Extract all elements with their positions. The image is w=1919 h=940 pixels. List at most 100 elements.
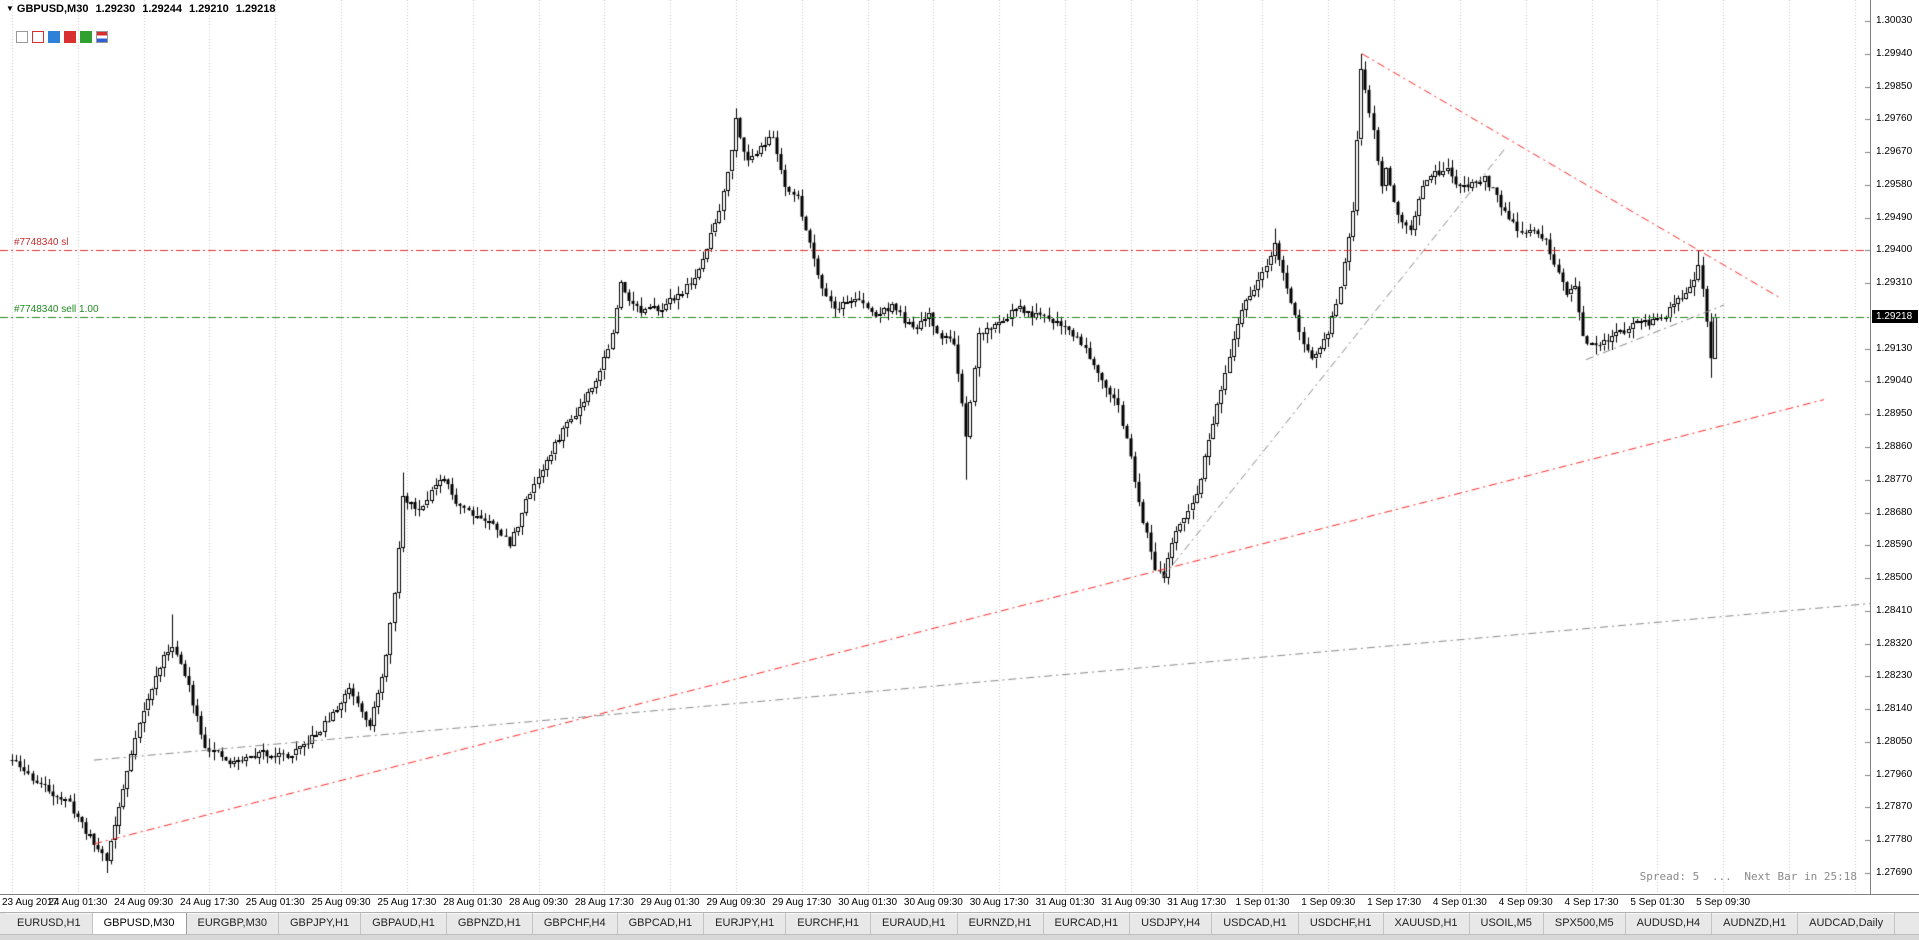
price-axis-label: 1.29040 [1876,375,1913,387]
time-axis-label: 24 Aug 17:30 [179,897,239,908]
tab-usdjpy-h4[interactable]: USDJPY,H4 [1130,913,1213,934]
tab-xauusd-h1[interactable]: XAUUSD,H1 [1383,913,1470,934]
tab-gbpchf-h4[interactable]: GBPCHF,H4 [532,913,618,934]
tab-usdcad-h1[interactable]: USDCAD,H1 [1212,913,1299,934]
time-axis-label: 1 Sep 17:30 [1367,897,1422,908]
tab-audcad-daily[interactable]: AUDCAD,Daily [1798,913,1896,934]
close-value: 1.29218 [235,3,276,15]
status-text: Spread: 5 ... Next Bar in 25:18 [1634,870,1857,883]
tab-eurjpy-h1[interactable]: EURJPY,H1 [704,913,787,934]
tab-eurgbp-m30[interactable]: EURGBP,M30 [186,913,279,934]
time-axis-label: 4 Sep 17:30 [1564,897,1619,908]
red-outline-swatch-button[interactable] [32,31,44,43]
tab-euraud-h1[interactable]: EURAUD,H1 [871,913,958,934]
price-axis-label: 1.27690 [1876,867,1913,878]
price-axis-label: 1.29940 [1876,47,1913,59]
symbol-period-label: GBPUSD,M30 [16,3,89,15]
tab-usoil-m5[interactable]: USOIL,M5 [1469,913,1544,934]
price-axis-label: 1.28770 [1876,473,1913,485]
low-value: 1.29210 [188,3,229,15]
chart-header: ▼ GBPUSD,M30 1.29230 1.29244 1.29210 1.29218 [6,3,283,15]
chart-tab-bar: EURUSD,H1 GBPUSD,M30 EURGBP,M30 GBPJPY,H1 GB… [0,912,1919,934]
price-axis-label: 1.29760 [1876,113,1913,125]
status-separator: ... [1711,870,1732,883]
sell-line-label: #7748340 sell 1.00 [14,303,99,315]
price-axis-label: 1.30030 [1876,15,1913,26]
high-value: 1.29244 [142,3,182,15]
price-axis-label: 1.29580 [1876,178,1913,190]
time-axis-label: 25 Aug 17:30 [377,897,437,908]
time-axis-label: 5 Sep 09:30 [1696,897,1751,908]
price-axis[interactable]: 1.29218 1.30030 1.29940 1.29850 1.29760 1.29… [1870,0,1919,894]
price-axis-label: 1.28140 [1876,703,1913,715]
price-axis-label: 1.28680 [1876,506,1913,518]
tab-audnzd-h1[interactable]: AUDNZD,H1 [1712,913,1799,934]
time-axis-label: 30 Aug 17:30 [969,897,1029,908]
tab-gbpusd-m30[interactable]: GBPUSD,M30 [92,913,187,934]
time-axis-label: 28 Aug 01:30 [443,897,503,908]
time-axis-label: 31 Aug 17:30 [1167,897,1227,908]
time-axis-label: 4 Sep 01:30 [1432,897,1487,908]
time-axis-label: 30 Aug 01:30 [838,897,898,908]
time-axis-label: 1 Sep 09:30 [1301,897,1356,908]
next-bar-countdown: Next Bar in 25:18 [1744,870,1857,883]
tab-eurcad-h1[interactable]: EURCAD,H1 [1043,913,1131,934]
white-empty-swatch-button[interactable] [16,31,28,43]
time-axis-label: 30 Aug 09:30 [903,897,963,908]
time-axis-label: 29 Aug 01:30 [640,897,700,908]
time-axis-label: 5 Sep 01:30 [1630,897,1685,908]
tab-audusd-h4[interactable]: AUDUSD,H4 [1625,913,1713,934]
one-click-trading-arrow-icon[interactable]: ▼ [6,4,14,13]
swatch-toolbar [16,31,108,43]
spread-label: Spread: 5 [1639,870,1700,883]
price-axis-label: 1.29670 [1876,146,1913,158]
time-axis-label: 25 Aug 09:30 [311,897,371,908]
tab-spx500-m5[interactable]: SPX500,M5 [1543,913,1626,934]
time-axis-label: 23 Aug 2017 [2,897,59,908]
price-axis-label: 1.29310 [1876,277,1913,289]
time-axis-label: 31 Aug 01:30 [1035,897,1095,908]
window-bottom-edge [0,934,1919,940]
time-axis-label: 24 Aug 09:30 [114,897,174,908]
time-axis-label: 1 Sep 01:30 [1235,897,1290,908]
price-axis-label: 1.28860 [1876,441,1913,452]
price-axis-label: 1.29490 [1876,211,1913,223]
price-axis-label: 1.28410 [1876,604,1913,616]
flag-swatch-button[interactable] [96,31,108,43]
tab-gbpcad-h1[interactable]: GBPCAD,H1 [617,913,705,934]
time-axis-label: 28 Aug 09:30 [509,897,568,908]
price-axis-label: 1.28950 [1876,408,1913,420]
open-value: 1.29230 [95,3,136,15]
tab-gbpnzd-h1[interactable]: GBPNZD,H1 [446,913,533,934]
tab-eurnzd-h1[interactable]: EURNZD,H1 [957,913,1044,934]
candlestick-chart-canvas[interactable] [0,0,1870,894]
blue-swatch-button[interactable] [48,31,60,43]
tab-gbpaud-h1[interactable]: GBPAUD,H1 [361,913,447,934]
time-axis[interactable]: 23 Aug 2017 24 Aug 01:30 24 Aug 09:30 24 Au… [0,894,1919,912]
tab-eurchf-h1[interactable]: EURCHF,H1 [786,913,872,934]
price-axis-label: 1.29850 [1876,80,1913,92]
price-axis-label: 1.28320 [1876,637,1913,649]
red-swatch-button[interactable] [64,31,76,43]
time-axis-label: 24 Aug 01:30 [48,897,108,908]
price-axis-label: 1.27960 [1876,768,1913,780]
time-axis-label: 29 Aug 09:30 [706,897,766,908]
time-axis-label: 4 Sep 09:30 [1498,897,1553,908]
time-axis-label: 29 Aug 17:30 [772,897,832,908]
price-axis-label: 1.28590 [1876,539,1913,551]
tab-eurusd-h1[interactable]: EURUSD,H1 [6,913,93,934]
price-axis-label: 1.28230 [1876,670,1913,682]
price-axis-label: 1.29400 [1876,244,1913,256]
time-axis-label: 31 Aug 09:30 [1101,897,1161,908]
time-axis-label: 28 Aug 17:30 [574,897,634,908]
tab-gbpjpy-h1[interactable]: GBPJPY,H1 [279,913,362,934]
time-axis-label: 25 Aug 01:30 [245,897,305,908]
price-axis-label: 1.29130 [1876,342,1913,354]
price-axis-label: 1.27780 [1876,834,1913,846]
green-swatch-button[interactable] [80,31,92,43]
sl-line-label: #7748340 sl [14,237,69,249]
price-axis-label: 1.28050 [1876,735,1913,747]
tab-usdchf-h1[interactable]: USDCHF,H1 [1298,913,1384,934]
price-axis-label: 1.27870 [1876,801,1913,813]
